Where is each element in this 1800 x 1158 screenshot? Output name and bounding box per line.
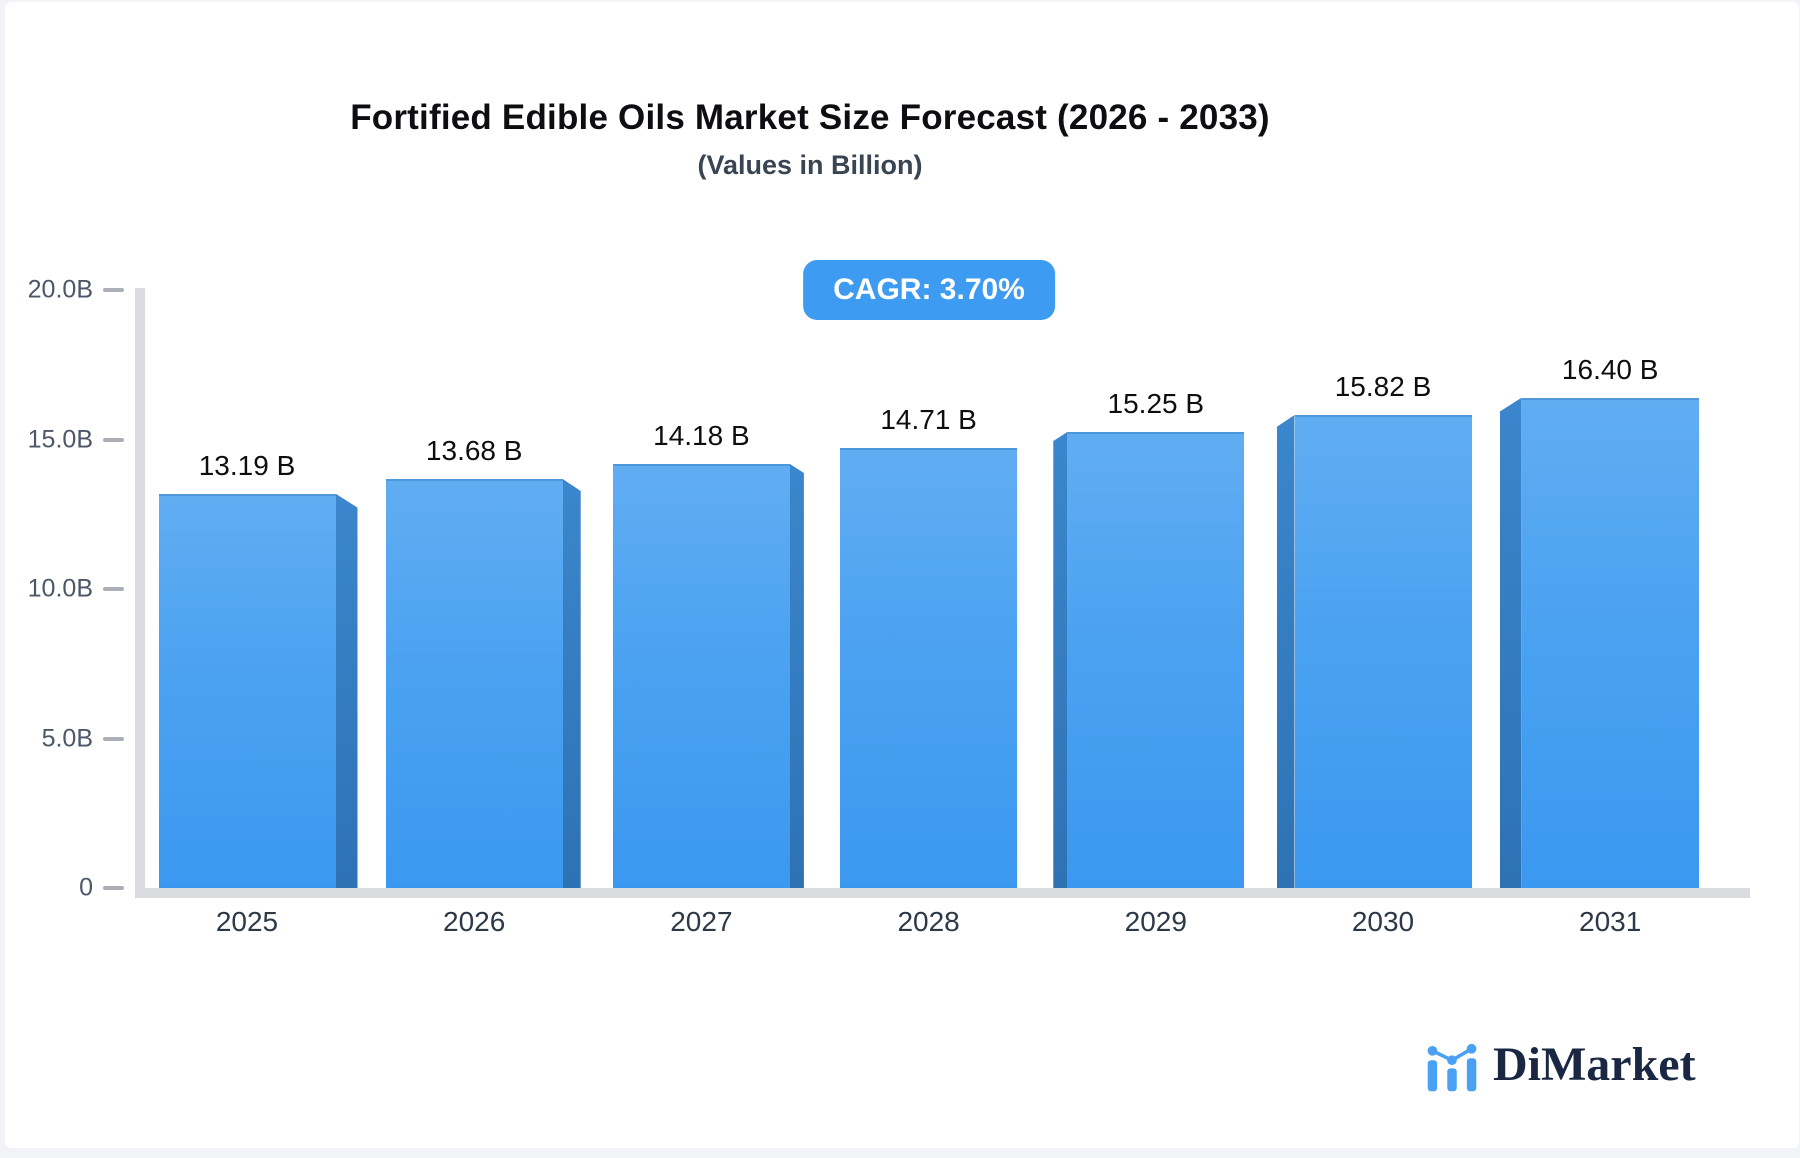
y-tick-dash [103,736,124,741]
x-axis-label-2030: 2030 [1351,906,1415,937]
x-axis-label-2026: 2026 [443,906,506,937]
y-tick-dash [103,587,124,591]
y-axis-line [135,288,145,898]
bar-2027[interactable] [612,464,790,888]
bar-value-label: 14.71 B [880,404,977,436]
x-axis-label-2028: 2028 [897,906,960,937]
dimarket-logo: DiMarket [1425,1040,1696,1094]
bar-chart-plot: 0 5.0B 10.0B 15.0B 20.0B 13.19 B 2025 13.68 B 2… [5,2,1800,1158]
bar-value-label: 13.19 B [198,449,296,481]
bar-2028[interactable] [840,448,1018,888]
bar-value-label: 15.25 B [1107,388,1205,420]
bar-side-face [562,478,581,888]
bar-value-label: 13.68 B [425,434,523,466]
bar-side-face [335,493,358,888]
y-tick-label: 15.0B [27,425,93,453]
bar-2031[interactable] [1521,397,1699,888]
cagr-badge: CAGR: 3.70% [803,260,1055,320]
chart-subtitle: (Values in Billion) [697,150,923,180]
x-axis-label-2025: 2025 [215,906,279,937]
y-tick-label: 20.0B [27,275,93,304]
bar-2030[interactable] [1294,414,1472,888]
bar-side-face [1053,432,1068,888]
logo-text: DiMarket [1493,1038,1696,1091]
bar-side-face [1276,414,1295,888]
x-axis-label-2029: 2029 [1124,906,1187,937]
y-tick-dash [103,886,124,890]
bar-side-face [1499,397,1522,888]
bar-value-label: 14.18 B [653,420,750,452]
bar-chart-logo-icon [1427,1043,1477,1092]
y-tick-dash [103,437,124,442]
x-axis-label-2027: 2027 [670,906,733,937]
y-tick-dash [103,288,124,292]
bar-value-label: 15.82 B [1334,370,1432,402]
bar-2029[interactable] [1067,432,1245,888]
bar-side-face [789,464,804,888]
bar-value-label: 16.40 B [1561,353,1659,385]
chart-title: Fortified Edible Oils Market Size Foreca… [350,98,1270,137]
x-axis-label-2031: 2031 [1579,906,1642,937]
bar-2026[interactable] [385,478,563,888]
bar-2025[interactable] [158,493,336,888]
y-tick-label: 0 [79,873,93,902]
y-tick-label: 5.0B [41,724,93,752]
x-axis-baseline [135,888,1750,898]
chart-card: Fortified Edible Oils Market Size Foreca… [5,2,1799,1148]
y-tick-label: 10.0B [27,574,93,603]
